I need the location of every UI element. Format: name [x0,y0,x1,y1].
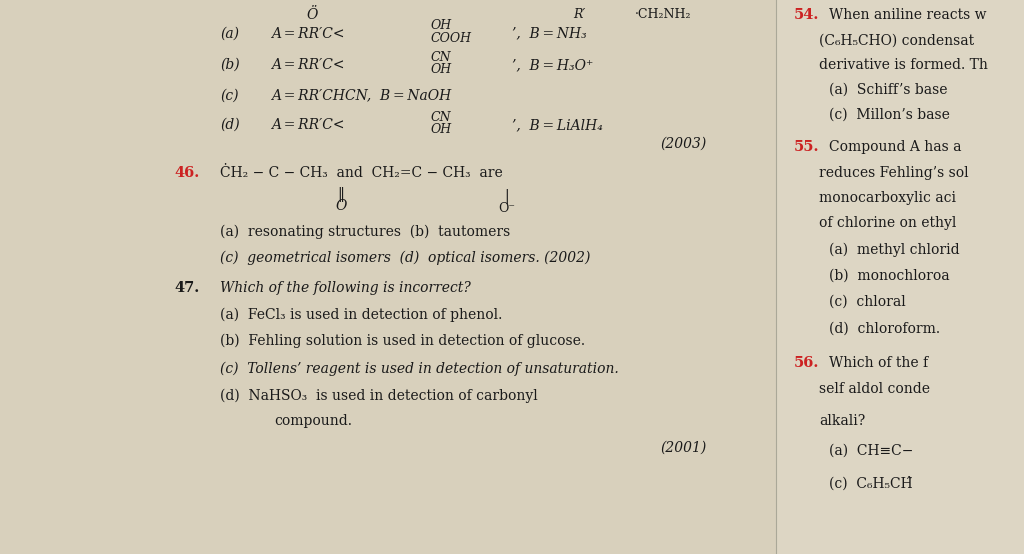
Text: reduces Fehling’s sol: reduces Fehling’s sol [819,166,969,180]
Bar [776,0,1024,554]
Text: (2003): (2003) [660,137,707,151]
Text: CN: CN [430,111,451,124]
Text: (b)  Fehling solution is used in detection of glucose.: (b) Fehling solution is used in detectio… [220,334,586,348]
Text: self aldol conde: self aldol conde [819,382,930,396]
Text: R′: R′ [573,8,586,21]
Text: ‖: ‖ [338,187,344,202]
Text: monocarboxylic aci: monocarboxylic aci [819,191,956,205]
Text: Ö: Ö [306,8,318,22]
Text: 47.: 47. [174,281,200,295]
Text: alkali?: alkali? [819,414,865,428]
Text: (d)  chloroform.: (d) chloroform. [829,321,941,335]
Text: (c)  Tollens’ reagent is used in detection of unsaturation.: (c) Tollens’ reagent is used in detectio… [220,361,618,376]
Text: (d): (d) [220,118,240,132]
Text: (a)  FeCl₃ is used in detection of phenol.: (a) FeCl₃ is used in detection of phenol… [220,307,503,322]
Text: |: | [505,189,509,204]
Text: CN: CN [430,51,451,64]
Bar [0,0,776,554]
Text: (b)  monochloroa: (b) monochloroa [829,269,950,283]
Text: ·CH₂NH₂: ·CH₂NH₂ [635,8,691,21]
Text: A = RR′C<: A = RR′C< [271,118,345,132]
Text: (a)  methyl chlorid: (a) methyl chlorid [829,243,961,257]
Text: COOH: COOH [430,32,471,44]
Text: (a)  resonating structures  (b)  tautomers: (a) resonating structures (b) tautomers [220,224,510,239]
Text: (c)  C₆H₅CĤ: (c) C₆H₅CĤ [829,476,913,491]
Text: (c): (c) [220,89,239,102]
Text: ’,  B = LiAlH₄: ’, B = LiAlH₄ [512,118,603,132]
Text: derivative is formed. Th: derivative is formed. Th [819,58,988,72]
Text: Which of the f: Which of the f [829,356,929,370]
Text: (c)  Millon’s base: (c) Millon’s base [829,108,950,122]
Text: (b): (b) [220,58,240,72]
Text: 55.: 55. [794,140,819,153]
Text: (a)  Schiff’s base: (a) Schiff’s base [829,83,948,97]
Text: Compound A has a: Compound A has a [829,140,962,153]
Text: ’,  B = NH₃: ’, B = NH₃ [512,27,587,40]
Text: ’,  B = H₃O⁺: ’, B = H₃O⁺ [512,58,593,72]
Text: A = RR′C<: A = RR′C< [271,27,345,40]
Text: 56.: 56. [794,356,819,370]
Text: A = RR′C<: A = RR′C< [271,58,345,72]
Text: (C₆H₅CHO) condensat: (C₆H₅CHO) condensat [819,33,974,47]
Text: (a): (a) [220,27,240,40]
Text: OH: OH [430,63,452,76]
Text: Which of the following is incorrect?: Which of the following is incorrect? [220,281,471,295]
Text: ĊH₂ − C − CH₃  and  CH₂=C − CH₃  are: ĊH₂ − C − CH₃ and CH₂=C − CH₃ are [220,166,503,180]
Text: OH: OH [430,123,452,136]
Text: A = RR′CHCN,  B = NaOH: A = RR′CHCN, B = NaOH [271,89,452,102]
Text: (d)  NaHSO₃  is used in detection of carbonyl: (d) NaHSO₃ is used in detection of carbo… [220,389,538,403]
Text: (2001): (2001) [660,440,707,454]
Text: (a)  CH≡C−: (a) CH≡C− [829,443,913,457]
Text: OH: OH [430,19,452,32]
Text: of chlorine on ethyl: of chlorine on ethyl [819,216,956,230]
Text: 54.: 54. [794,8,819,22]
Text: (c)  chloral: (c) chloral [829,295,906,309]
Text: (c)  geometrical isomers  (d)  optical isomers. (2002): (c) geometrical isomers (d) optical isom… [220,250,591,265]
Text: compound.: compound. [274,414,352,428]
Text: O⁻: O⁻ [499,202,515,214]
Text: 46.: 46. [174,166,200,180]
Text: When aniline reacts w: When aniline reacts w [829,8,987,22]
Text: O: O [335,199,347,213]
